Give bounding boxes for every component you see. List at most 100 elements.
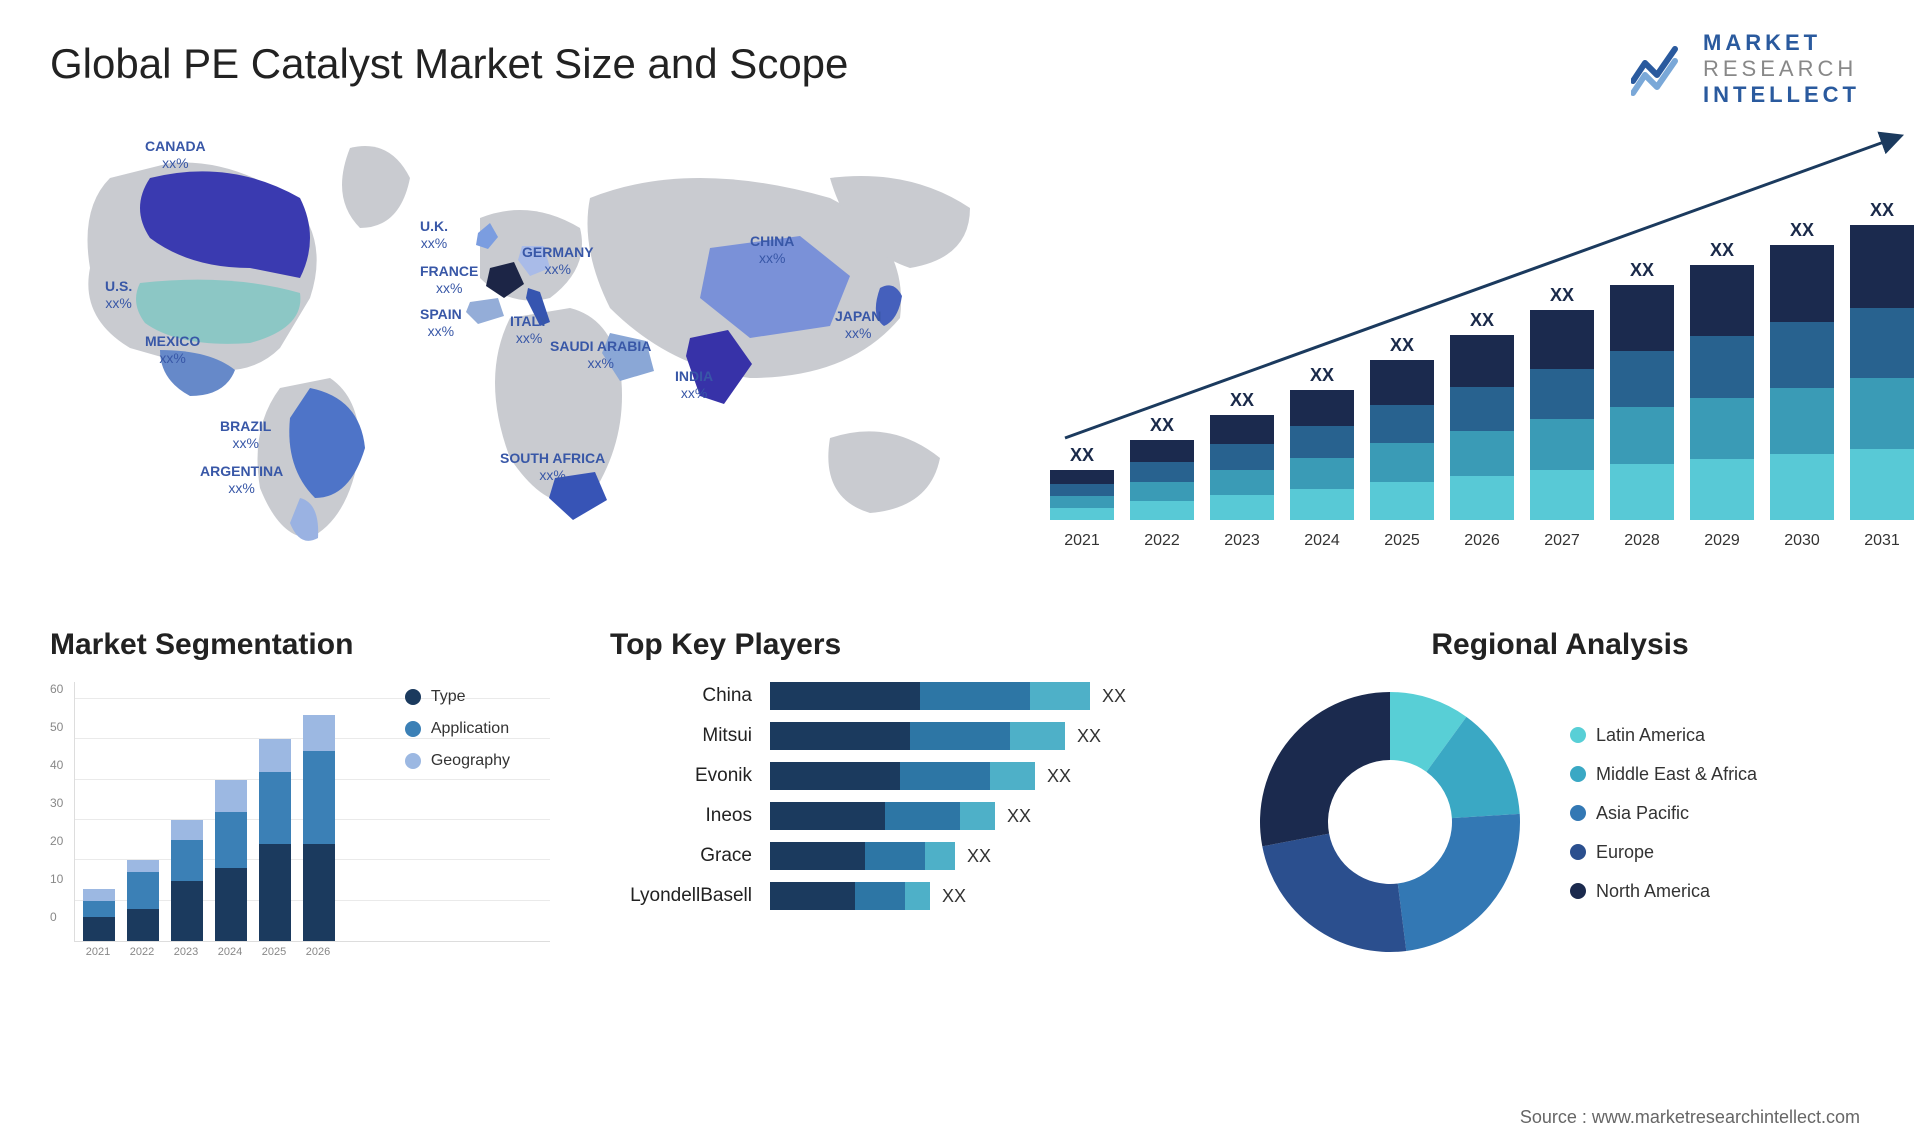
legend-item: Middle East & Africa — [1570, 764, 1757, 785]
forecast-bar: XX — [1770, 220, 1834, 520]
forecast-bar-label: XX — [1790, 220, 1814, 241]
player-name: Mitsui — [610, 725, 770, 747]
key-players-section: Top Key Players ChinaXXMitsuiXXEvonikXXI… — [610, 628, 1190, 962]
logo-text-line1: MARKET — [1703, 30, 1860, 56]
market-segmentation-section: Market Segmentation 0102030405060 202120… — [50, 628, 550, 962]
player-row: Grace XX — [610, 842, 1190, 870]
seg-ytick: 20 — [50, 834, 74, 848]
forecast-year-label: 2025 — [1370, 532, 1434, 550]
map-label: SPAINxx% — [420, 306, 462, 340]
forecast-bar: XX — [1610, 260, 1674, 520]
forecast-bar: XX — [1130, 415, 1194, 520]
forecast-bar-label: XX — [1870, 200, 1894, 221]
player-value: XX — [967, 846, 991, 867]
forecast-year-label: 2031 — [1850, 532, 1914, 550]
forecast-year-label: 2028 — [1610, 532, 1674, 550]
forecast-bar-label: XX — [1550, 285, 1574, 306]
player-row: China XX — [610, 682, 1190, 710]
seg-xtick: 2023 — [170, 946, 202, 958]
forecast-bar: XX — [1850, 200, 1914, 520]
legend-item: Geography — [405, 752, 510, 770]
seg-bar — [215, 780, 247, 941]
map-label: SOUTH AFRICAxx% — [500, 450, 605, 484]
logo-text-line2: RESEARCH — [1703, 56, 1860, 82]
brand-logo: MARKET RESEARCH INTELLECT — [1631, 30, 1860, 108]
forecast-bar: XX — [1690, 240, 1754, 520]
map-label: U.S.xx% — [105, 278, 132, 312]
forecast-bar-label: XX — [1070, 445, 1094, 466]
logo-text-line3: INTELLECT — [1703, 82, 1860, 108]
seg-bar — [127, 860, 159, 941]
forecast-bar: XX — [1450, 310, 1514, 520]
player-value: XX — [1077, 726, 1101, 747]
seg-bar — [259, 739, 291, 941]
player-row: Evonik XX — [610, 762, 1190, 790]
regional-analysis-section: Regional Analysis Latin America Middle Ea… — [1250, 628, 1870, 962]
regional-title: Regional Analysis — [1250, 628, 1870, 662]
donut-slice — [1398, 814, 1520, 951]
map-label: ARGENTINAxx% — [200, 463, 283, 497]
legend-item: North America — [1570, 881, 1757, 902]
regional-legend: Latin America Middle East & Africa Asia Pa… — [1570, 725, 1757, 920]
forecast-bar: XX — [1370, 335, 1434, 520]
map-label: FRANCExx% — [420, 263, 478, 297]
forecast-bar: XX — [1530, 285, 1594, 520]
forecast-chart: XXXXXXXXXXXXXXXXXXXXXX 20212022202320242… — [1000, 118, 1870, 558]
player-row: Ineos XX — [610, 802, 1190, 830]
forecast-bar: XX — [1290, 365, 1354, 520]
forecast-bar-label: XX — [1470, 310, 1494, 331]
forecast-year-label: 2027 — [1530, 532, 1594, 550]
players-title: Top Key Players — [610, 628, 1190, 662]
legend-item: Latin America — [1570, 725, 1757, 746]
seg-ytick: 0 — [50, 910, 74, 924]
seg-bar — [171, 820, 203, 941]
forecast-bar-label: XX — [1390, 335, 1414, 356]
player-value: XX — [1007, 806, 1031, 827]
legend-item: Europe — [1570, 842, 1757, 863]
forecast-year-label: 2026 — [1450, 532, 1514, 550]
forecast-bar-label: XX — [1630, 260, 1654, 281]
player-name: Ineos — [610, 805, 770, 827]
donut-slice — [1260, 692, 1390, 846]
seg-ytick: 60 — [50, 682, 74, 696]
seg-xtick: 2026 — [302, 946, 334, 958]
source-text: Source : www.marketresearchintellect.com — [1520, 1107, 1860, 1128]
seg-xtick: 2021 — [82, 946, 114, 958]
logo-icon — [1631, 41, 1691, 97]
forecast-year-label: 2024 — [1290, 532, 1354, 550]
segmentation-legend: TypeApplicationGeography — [405, 688, 510, 784]
map-label: ITALYxx% — [510, 313, 548, 347]
seg-bar — [83, 889, 115, 941]
player-value: XX — [942, 886, 966, 907]
player-name: LyondellBasell — [610, 885, 770, 907]
player-row: Mitsui XX — [610, 722, 1190, 750]
seg-xtick: 2024 — [214, 946, 246, 958]
seg-ytick: 10 — [50, 872, 74, 886]
forecast-bar: XX — [1210, 390, 1274, 520]
forecast-year-label: 2022 — [1130, 532, 1194, 550]
seg-ytick: 40 — [50, 758, 74, 772]
player-name: Evonik — [610, 765, 770, 787]
seg-ytick: 50 — [50, 720, 74, 734]
page-title: Global PE Catalyst Market Size and Scope — [50, 40, 1870, 88]
map-label: U.K.xx% — [420, 218, 448, 252]
donut-slice — [1262, 834, 1406, 952]
forecast-year-label: 2029 — [1690, 532, 1754, 550]
player-value: XX — [1047, 766, 1071, 787]
map-label: CANADAxx% — [145, 138, 206, 172]
forecast-bar-label: XX — [1710, 240, 1734, 261]
player-name: Grace — [610, 845, 770, 867]
forecast-year-label: 2023 — [1210, 532, 1274, 550]
map-label: GERMANYxx% — [522, 244, 594, 278]
map-label: SAUDI ARABIAxx% — [550, 338, 651, 372]
legend-item: Application — [405, 720, 510, 738]
player-value: XX — [1102, 686, 1126, 707]
seg-xtick: 2022 — [126, 946, 158, 958]
forecast-bar-label: XX — [1230, 390, 1254, 411]
seg-ytick: 30 — [50, 796, 74, 810]
legend-item: Asia Pacific — [1570, 803, 1757, 824]
map-label: CHINAxx% — [750, 233, 794, 267]
forecast-year-label: 2030 — [1770, 532, 1834, 550]
player-row: LyondellBasell XX — [610, 882, 1190, 910]
player-name: China — [610, 685, 770, 707]
